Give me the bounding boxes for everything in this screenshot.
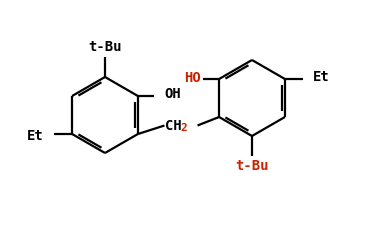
Text: OH: OH xyxy=(164,87,181,101)
Text: t-Bu: t-Bu xyxy=(88,40,122,54)
Text: Et: Et xyxy=(27,129,44,143)
Text: CH: CH xyxy=(165,119,182,133)
Text: Et: Et xyxy=(313,70,330,84)
Text: 2: 2 xyxy=(180,123,187,133)
Text: HO: HO xyxy=(184,71,201,85)
Text: t-Bu: t-Bu xyxy=(235,159,269,173)
